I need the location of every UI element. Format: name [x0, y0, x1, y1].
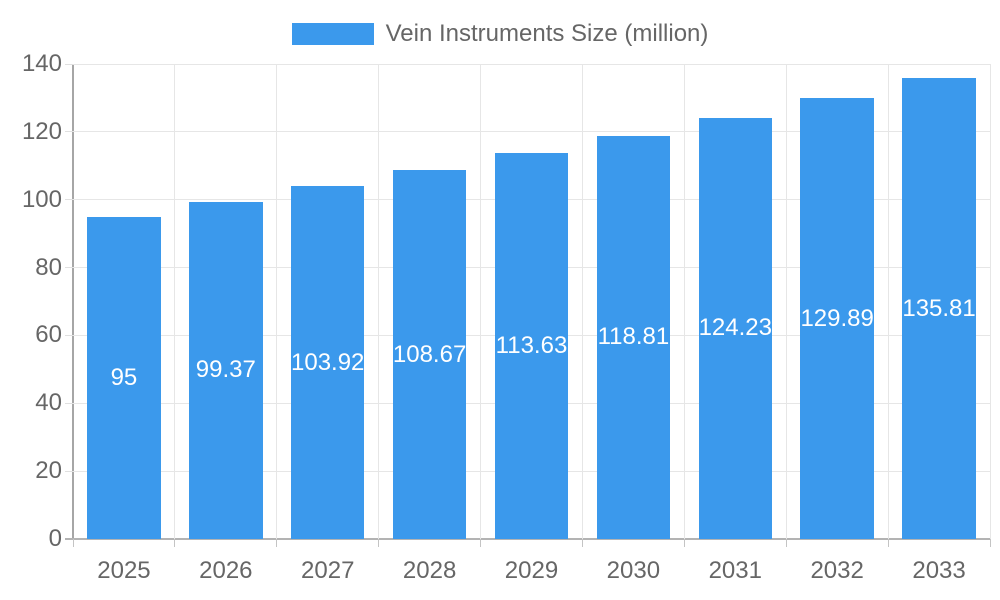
y-axis-label: 20 — [35, 457, 62, 485]
x-axis-label: 2028 — [402, 557, 457, 584]
bar-2033[interactable]: 135.81 — [902, 78, 976, 539]
x-axis-label: 2029 — [504, 557, 559, 584]
x-axis-tick — [174, 539, 176, 547]
plot-area: 95 99.37 103.92 108.67 113.63 118.81 124.23 129… — [65, 63, 991, 547]
x-axis-label: 2033 — [912, 557, 966, 584]
gridline-vertical — [989, 64, 991, 539]
bar-2027[interactable]: 103.92 — [291, 186, 364, 539]
y-axis-label: 40 — [35, 389, 62, 417]
gridline-vertical — [887, 64, 889, 539]
y-axis-tick — [65, 334, 73, 336]
x-axis-tick — [581, 539, 583, 547]
gridline-vertical — [581, 64, 583, 539]
x-axis-label: 2030 — [606, 557, 661, 584]
bar-value-label: 118.81 — [597, 323, 670, 351]
bar-2030[interactable]: 118.81 — [596, 135, 671, 539]
y-axis-label: 80 — [35, 253, 62, 281]
y-axis-label: 100 — [21, 185, 62, 213]
bar-2026[interactable]: 99.37 — [189, 201, 263, 539]
bar-value-label: 135.81 — [902, 294, 976, 322]
bar-value-label: 124.23 — [698, 314, 772, 342]
x-axis-tick — [683, 539, 685, 547]
legend-swatch[interactable] — [291, 23, 374, 45]
gridline-vertical — [480, 64, 482, 539]
y-axis-tick — [65, 267, 73, 269]
x-axis-tick — [276, 539, 278, 547]
x-axis-tick — [887, 539, 889, 547]
bar-value-label: 108.67 — [392, 340, 467, 368]
bar-value-label: 95 — [110, 363, 138, 391]
bar-value-label: 129.89 — [800, 304, 874, 332]
gridline-vertical — [378, 64, 380, 539]
x-axis-label: 2027 — [301, 557, 355, 584]
x-axis-tick — [785, 539, 787, 547]
x-axis-tick — [989, 539, 991, 547]
x-axis-tick — [480, 539, 482, 547]
gridline-vertical — [174, 64, 176, 539]
legend: Vein Instruments Size (million) — [0, 20, 1000, 48]
bar-value-label: 103.92 — [291, 348, 365, 376]
gridline-horizontal — [73, 63, 990, 65]
bar-2028[interactable]: 108.67 — [393, 170, 466, 539]
bar-value-label: 99.37 — [195, 356, 256, 384]
bar-value-label: 113.63 — [495, 332, 568, 360]
y-axis-line — [72, 64, 74, 539]
x-axis-line — [65, 538, 990, 540]
y-axis-tick — [65, 63, 73, 65]
legend-label[interactable]: Vein Instruments Size (million) — [385, 20, 709, 47]
x-axis-label: 2032 — [810, 557, 864, 584]
bar-2029[interactable]: 113.63 — [494, 153, 569, 539]
y-axis-tick — [65, 470, 73, 472]
gridline-vertical — [785, 64, 787, 539]
y-axis-label: 120 — [21, 117, 62, 145]
x-axis-label: 2031 — [708, 557, 762, 584]
x-axis-label: 2026 — [199, 557, 253, 584]
x-axis-tick — [378, 539, 380, 547]
x-axis-tick — [72, 539, 74, 547]
y-axis-label: 60 — [35, 321, 62, 349]
x-axis-label: 2025 — [97, 557, 151, 584]
y-axis-tick — [65, 199, 73, 201]
bar-2032[interactable]: 129.89 — [800, 98, 874, 539]
gridline-vertical — [683, 64, 685, 539]
y-axis-tick — [65, 402, 73, 404]
bar-2031[interactable]: 124.23 — [698, 117, 772, 539]
y-axis-tick — [65, 131, 73, 133]
gridline-vertical — [276, 64, 278, 539]
y-axis-label: 140 — [21, 50, 62, 77]
gridline-horizontal — [73, 131, 990, 133]
y-axis-label: 0 — [48, 525, 62, 552]
bar-2025[interactable]: 95 — [87, 216, 161, 539]
